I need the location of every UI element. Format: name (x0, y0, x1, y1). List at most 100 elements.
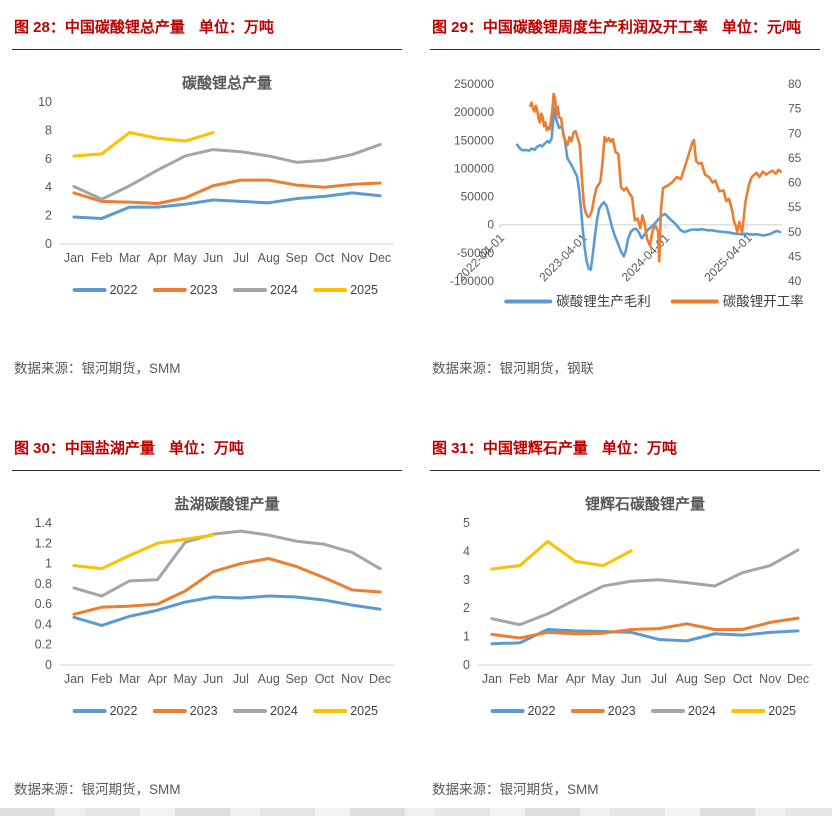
svg-text:Feb: Feb (91, 672, 113, 686)
figure-unit: 单位：元/吨 (721, 19, 802, 36)
svg-text:Mar: Mar (119, 672, 141, 686)
figure-heading: 图 31：中国锂辉石产量 单位：万吨 (432, 440, 677, 457)
svg-text:Sep: Sep (285, 251, 307, 265)
svg-text:Sep: Sep (285, 672, 307, 686)
line-chart-total-output: 碳酸锂总产量 0 2 4 6 8 10 Jan Feb Mar Apr May Jun Jul Aug Sep… (12, 70, 402, 315)
svg-text:0: 0 (487, 218, 494, 232)
svg-text:2025: 2025 (350, 283, 378, 297)
svg-text:Nov: Nov (759, 672, 782, 686)
data-source-note: 数据来源：银河期货，SMM (14, 782, 181, 797)
svg-text:Jul: Jul (651, 672, 667, 686)
svg-text:Feb: Feb (509, 672, 531, 686)
figure-unit: 单位：万吨 (601, 440, 677, 457)
figure-panel-28: 图 28：中国碳酸锂总产量 单位：万吨 碳酸锂总产量 0 2 4 6 8 10 Jan Feb Ma… (12, 12, 402, 377)
figure-heading: 图 29：中国碳酸锂周度生产利润及开工率 单位：元/吨 (432, 19, 801, 36)
svg-text:Sep: Sep (703, 672, 725, 686)
svg-text:4: 4 (45, 180, 52, 194)
svg-text:75: 75 (788, 102, 802, 116)
svg-text:Aug: Aug (258, 672, 280, 686)
svg-text:Mar: Mar (119, 251, 141, 265)
svg-text:Aug: Aug (676, 672, 698, 686)
chart-30-svg: 盐湖碳酸锂产量 0 0.2 0.4 0.6 0.8 1 1.2 1.4 Jan Feb Mar Apr M… (35, 495, 394, 718)
svg-text:0: 0 (45, 658, 52, 672)
svg-text:Jun: Jun (203, 251, 223, 265)
svg-text:2024: 2024 (270, 283, 298, 297)
svg-text:150000: 150000 (454, 133, 494, 147)
svg-text:0: 0 (463, 658, 470, 672)
svg-text:70: 70 (788, 126, 802, 140)
figure-heading-wrap: 图 31：中国锂辉石产量 单位：万吨 (430, 433, 820, 471)
svg-text:1.4: 1.4 (35, 516, 52, 530)
svg-text:1: 1 (45, 557, 52, 571)
svg-text:3: 3 (463, 573, 470, 587)
svg-text:0.2: 0.2 (35, 638, 52, 652)
figure-title: 图 29：中国碳酸锂周度生产利润及开工率 (432, 19, 708, 36)
svg-text:Apr: Apr (148, 672, 167, 686)
svg-text:2024: 2024 (270, 704, 298, 718)
svg-text:2023-04-01: 2023-04-01 (536, 231, 590, 285)
svg-text:Apr: Apr (148, 251, 167, 265)
svg-text:2: 2 (463, 601, 470, 615)
svg-text:0.4: 0.4 (35, 617, 52, 631)
svg-text:Feb: Feb (91, 251, 113, 265)
svg-text:Jul: Jul (233, 672, 249, 686)
svg-text:Jun: Jun (621, 672, 641, 686)
svg-text:8: 8 (45, 123, 52, 137)
chart-31-svg: 锂辉石碳酸锂产量 0 1 2 3 4 5 Jan Feb Mar Apr May Jun Jul Aug Se… (463, 495, 812, 718)
svg-text:-50000: -50000 (457, 246, 495, 260)
svg-text:碳酸锂生产毛利: 碳酸锂生产毛利 (556, 294, 651, 309)
svg-text:Jul: Jul (233, 251, 249, 265)
svg-text:2025: 2025 (350, 704, 378, 718)
figure-heading-wrap: 图 28：中国碳酸锂总产量 单位：万吨 (12, 12, 402, 50)
svg-text:50: 50 (788, 225, 802, 239)
svg-text:2: 2 (45, 209, 52, 223)
svg-text:Jan: Jan (64, 251, 84, 265)
figure-unit: 单位：万吨 (168, 440, 244, 457)
svg-text:5: 5 (463, 516, 470, 530)
svg-text:60: 60 (788, 176, 802, 190)
svg-text:Dec: Dec (369, 672, 391, 686)
line-chart-spodumene-output: 锂辉石碳酸锂产量 0 1 2 3 4 5 Jan Feb Mar Apr May Jun Jul Aug Se… (430, 491, 820, 736)
svg-text:2022: 2022 (110, 704, 138, 718)
svg-text:0.8: 0.8 (35, 577, 52, 591)
svg-text:Mar: Mar (537, 672, 559, 686)
svg-text:Jun: Jun (203, 672, 223, 686)
svg-text:40: 40 (788, 274, 802, 288)
figure-title: 图 31：中国锂辉石产量 (432, 440, 588, 457)
data-source-note: 数据来源：银河期货，钢联 (432, 361, 594, 376)
figure-heading: 图 30：中国盐湖产量 单位：万吨 (14, 440, 244, 457)
svg-text:250000: 250000 (454, 77, 494, 91)
figure-grid: 图 28：中国碳酸锂总产量 单位：万吨 碳酸锂总产量 0 2 4 6 8 10 Jan Feb Ma… (12, 12, 820, 798)
figure-heading-wrap: 图 29：中国碳酸锂周度生产利润及开工率 单位：元/吨 (430, 12, 820, 50)
svg-text:2023: 2023 (190, 704, 218, 718)
svg-text:1.2: 1.2 (35, 536, 52, 550)
svg-text:2025: 2025 (768, 704, 796, 718)
figure-title: 图 28：中国碳酸锂总产量 (14, 19, 185, 36)
svg-text:2025-04-01: 2025-04-01 (701, 231, 755, 285)
svg-text:6: 6 (45, 152, 52, 166)
svg-text:碳酸锂总产量: 碳酸锂总产量 (182, 74, 272, 92)
svg-text:10: 10 (38, 95, 52, 109)
figure-panel-31: 图 31：中国锂辉石产量 单位：万吨 锂辉石碳酸锂产量 0 1 2 3 4 5 Jan Feb Ma… (430, 433, 820, 798)
svg-text:4: 4 (463, 544, 470, 558)
svg-text:Apr: Apr (566, 672, 585, 686)
svg-text:2022: 2022 (528, 704, 556, 718)
svg-text:200000: 200000 (454, 105, 494, 119)
svg-text:盐湖碳酸锂产量: 盐湖碳酸锂产量 (174, 495, 279, 513)
figure-panel-30: 图 30：中国盐湖产量 单位：万吨 盐湖碳酸锂产量 0 0.2 0.4 0.6 0.8 1 1.… (12, 433, 402, 798)
figure-panel-29: 图 29：中国碳酸锂周度生产利润及开工率 单位：元/吨 250000 200000 1… (430, 12, 820, 377)
svg-text:Oct: Oct (315, 672, 335, 686)
svg-text:锂辉石碳酸锂产量: 锂辉石碳酸锂产量 (585, 495, 705, 513)
svg-text:May: May (173, 672, 197, 686)
svg-text:55: 55 (788, 200, 802, 214)
svg-text:Oct: Oct (733, 672, 753, 686)
svg-text:1: 1 (463, 630, 470, 644)
figure-heading-wrap: 图 30：中国盐湖产量 单位：万吨 (12, 433, 402, 471)
svg-text:0: 0 (45, 237, 52, 251)
svg-text:Dec: Dec (369, 251, 391, 265)
svg-text:2022: 2022 (110, 283, 138, 297)
svg-text:50000: 50000 (461, 190, 495, 204)
svg-text:45: 45 (788, 249, 802, 263)
svg-text:Dec: Dec (787, 672, 809, 686)
svg-text:Aug: Aug (258, 251, 280, 265)
